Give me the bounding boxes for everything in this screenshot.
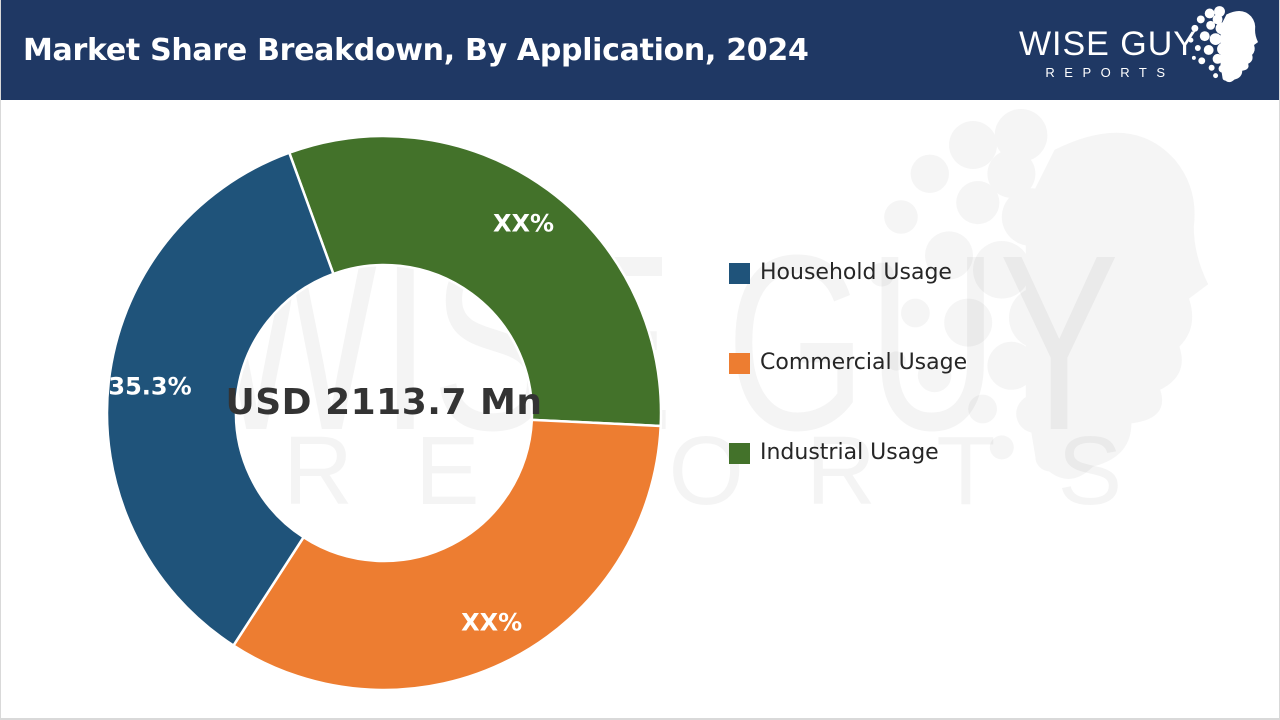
legend-label: Household Usage [760, 260, 952, 285]
legend: Household Usage Commercial Usage Industria… [729, 260, 967, 530]
logo-subtitle: REPORTS [1045, 65, 1175, 80]
donut-segment-industrial-usage [288, 134, 663, 428]
page-title: Market Share Breakdown, By Application, … [23, 32, 809, 68]
header-bar: Market Share Breakdown, By Application, … [1, 0, 1279, 100]
donut-segment-household-usage [105, 151, 335, 647]
legend-label: Commercial Usage [760, 350, 968, 375]
segment-value-label: 35.3% [108, 373, 191, 401]
donut-chart: XX% XX% 35.3% [105, 134, 663, 692]
legend-swatch [729, 352, 750, 374]
segment-value-label: XX% [461, 608, 522, 636]
donut-segment-commercial-usage [232, 418, 662, 692]
wise-guy-logo: WISE GUY REPORTS [1019, 6, 1259, 90]
chart-center-label: USD 2113.7 Mn [225, 382, 543, 423]
logo-wordmark: WISE GUY [1018, 25, 1197, 63]
segment-value-label: XX% [493, 209, 554, 237]
legend-swatch [729, 442, 750, 464]
legend-swatch [729, 262, 750, 284]
legend-label: Industrial Usage [760, 440, 939, 465]
chart-area: WISE GUY REPORTS XX%XX%35.3% USD 2113.7 … [1, 100, 1279, 718]
legend-item-commercial-usage: Commercial Usage [729, 350, 967, 376]
logo-text: WISE GUY REPORTS [1019, 27, 1197, 79]
logo-face-icon [1188, 6, 1259, 83]
legend-item-industrial-usage: Industrial Usage [729, 440, 967, 466]
legend-item-household-usage: Household Usage [729, 260, 967, 286]
